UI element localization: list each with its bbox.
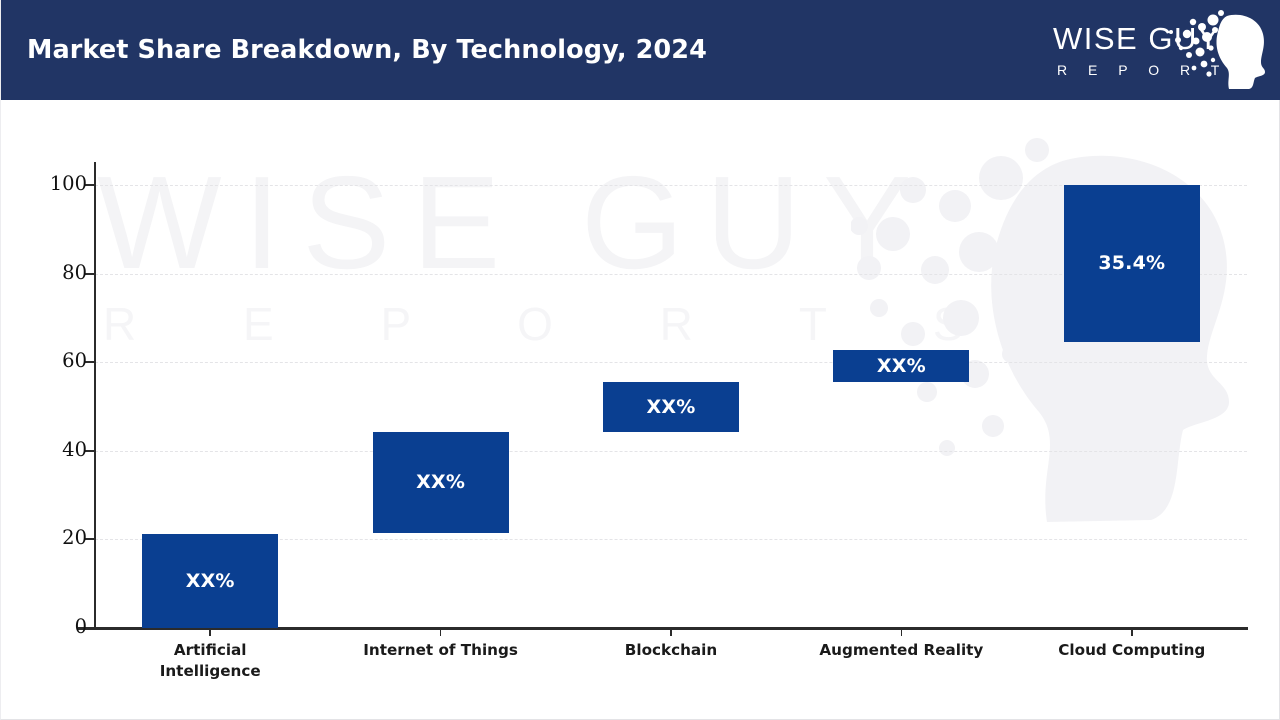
bar-internet-of-things[interactable]: XX% [372,431,509,533]
bar-cloud-computing[interactable]: 35.4% [1063,185,1200,342]
y-axis-tick-label: 0 [74,615,87,638]
y-tick-mark [85,627,95,629]
chart-gridlines [1,100,1280,720]
chart-canvas: WISE GUY R E P O R T S 0 20 40 60 80 100 Artif… [1,100,1280,720]
x-axis-line [78,627,1248,630]
bar-blockchain[interactable]: XX% [603,382,739,432]
x-tick-mark [900,628,903,636]
bar-value-label: XX% [646,395,696,418]
bar-value-label: XX% [416,471,466,494]
x-axis-tick-label-line: Artificial [173,641,247,659]
x-axis-tick-label-line: Intelligence [159,661,261,680]
y-tick-mark [85,272,95,275]
logo-subtext: R E P O R T S [1057,62,1258,78]
y-axis-tick-label: 20 [62,526,87,550]
x-axis-tick-label: Blockchain [556,640,786,661]
bar-augmented-reality[interactable]: XX% [833,350,970,383]
x-axis-tick-label: Cloud Computing [1017,640,1247,661]
gridline [95,539,1247,541]
page-header: Market Share Breakdown, By Technology, 2… [1,0,1280,100]
logo-wordmark: WISE GUY [1053,21,1221,56]
gridline [95,362,1247,364]
gridline [95,273,1247,275]
x-tick-mark [209,628,211,636]
y-axis-line [94,162,97,630]
y-tick-mark [85,449,95,452]
wise-guy-reports-logo: WISE GUY R E P O R T S [1023,8,1273,92]
bar-value-label: XX% [185,570,235,593]
y-axis-tick-label: 60 [62,349,87,373]
x-tick-mark [1131,628,1133,636]
x-tick-mark [670,628,672,636]
x-axis-tick-label-line: Internet of Things [363,641,518,659]
x-axis-tick-label-line: Cloud Computing [1058,641,1206,659]
x-axis-tick-label-line: Blockchain [624,641,718,659]
y-tick-mark [85,184,95,186]
bar-value-label: 35.4% [1098,252,1166,275]
x-axis-tick-label: Artificial Intelligence [95,640,325,681]
x-tick-mark [439,628,442,636]
bar-value-label: XX% [876,355,926,378]
dotted-head-profile-icon [1169,10,1265,89]
y-axis-tick-label: 80 [62,260,87,284]
y-tick-mark [85,538,95,541]
x-axis-tick-label-line: Augmented Reality [819,641,984,659]
bar-artificial-intelligence[interactable]: XX% [142,534,279,628]
page-title: Market Share Breakdown, By Technology, 2… [27,35,707,65]
gridline [95,450,1247,452]
y-tick-mark [85,361,95,364]
y-axis-tick-label: 40 [62,437,87,461]
x-axis-tick-label: Augmented Reality [786,640,1016,661]
y-axis-tick-label: 100 [49,172,87,195]
gridline [95,185,1247,186]
x-axis-tick-label: Internet of Things [325,640,555,661]
